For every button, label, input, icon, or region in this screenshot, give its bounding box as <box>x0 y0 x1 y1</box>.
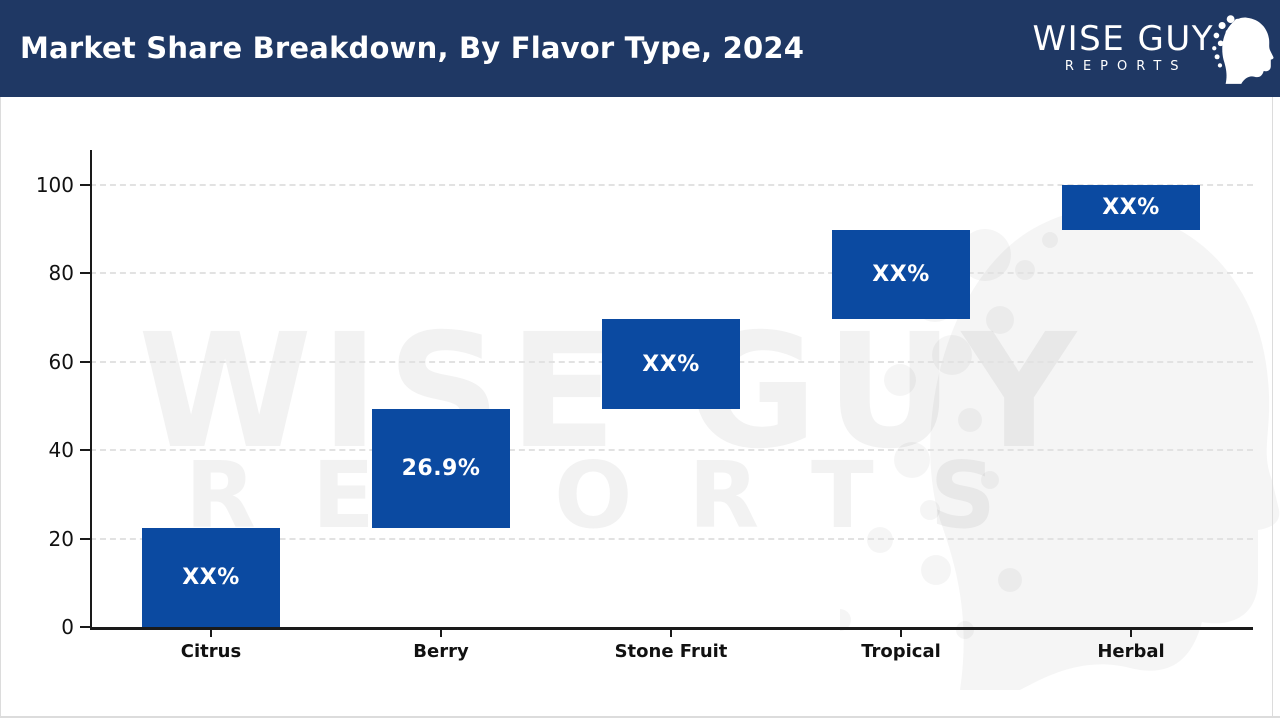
x-tick-label: Berry <box>413 641 469 662</box>
bar-berry: 26.9% <box>372 409 510 528</box>
y-tick-label: 100 <box>35 173 74 197</box>
x-axis-spine <box>90 627 1253 630</box>
y-tick-mark <box>80 360 90 363</box>
frame-right-border <box>1272 97 1273 717</box>
x-tick-mark <box>440 629 442 637</box>
frame-left-border <box>0 97 1 717</box>
frame-bottom-border <box>0 716 1280 718</box>
x-tick-mark <box>210 629 212 637</box>
brand-logo: WISE GUY REPORTS <box>1032 22 1214 74</box>
x-tick-mark <box>1130 629 1132 637</box>
y-tick-mark <box>80 626 90 628</box>
bar-value-label: 26.9% <box>401 456 481 482</box>
plot-area: 0 20 40 60 80 100 XX% Citrus 26.9% Berry XX% Stone … <box>0 97 1280 720</box>
header-bar: Market Share Breakdown, By Flavor Type, … <box>0 0 1280 97</box>
chart-title: Market Share Breakdown, By Flavor Type, … <box>20 31 805 65</box>
x-tick-mark <box>670 629 672 637</box>
gridline-40 <box>90 449 1253 452</box>
y-tick-label: 20 <box>48 526 74 551</box>
y-tick-mark <box>80 272 90 275</box>
bar-value-label: XX% <box>642 351 700 377</box>
watermark-text-reports: REPORTS <box>185 442 1053 549</box>
x-tick-label: Herbal <box>1097 641 1165 662</box>
brand-logo-wiseguy-text: WISE GUY <box>1032 19 1214 59</box>
x-tick-mark <box>900 629 902 637</box>
y-tick-label: 60 <box>48 349 74 374</box>
brand-face-icon <box>1212 15 1274 84</box>
x-tick-label: Stone Fruit <box>614 641 728 662</box>
bar-value-label: XX% <box>872 262 930 287</box>
bar-value-label: XX% <box>182 564 240 590</box>
bar-herbal: XX% <box>1062 185 1200 230</box>
brand-logo-reports-text: REPORTS <box>1064 59 1188 74</box>
y-tick-mark <box>80 184 90 186</box>
bar-stone-fruit: XX% <box>602 319 740 410</box>
y-tick-label: 80 <box>48 261 74 286</box>
x-tick-label: Tropical <box>861 641 941 662</box>
bar-value-label: XX% <box>1102 194 1160 220</box>
x-tick-label: Citrus <box>180 641 242 662</box>
bar-tropical: XX% <box>832 229 970 320</box>
gridline-100 <box>90 184 1253 186</box>
y-tick-label: 40 <box>48 438 74 463</box>
gridline-80 <box>90 272 1253 275</box>
y-tick-label: 0 <box>61 615 74 639</box>
y-tick-mark <box>80 449 90 452</box>
y-tick-mark <box>80 537 90 540</box>
bar-citrus: XX% <box>142 527 280 627</box>
gridline-20 <box>90 537 1253 540</box>
y-axis-spine <box>90 150 92 629</box>
